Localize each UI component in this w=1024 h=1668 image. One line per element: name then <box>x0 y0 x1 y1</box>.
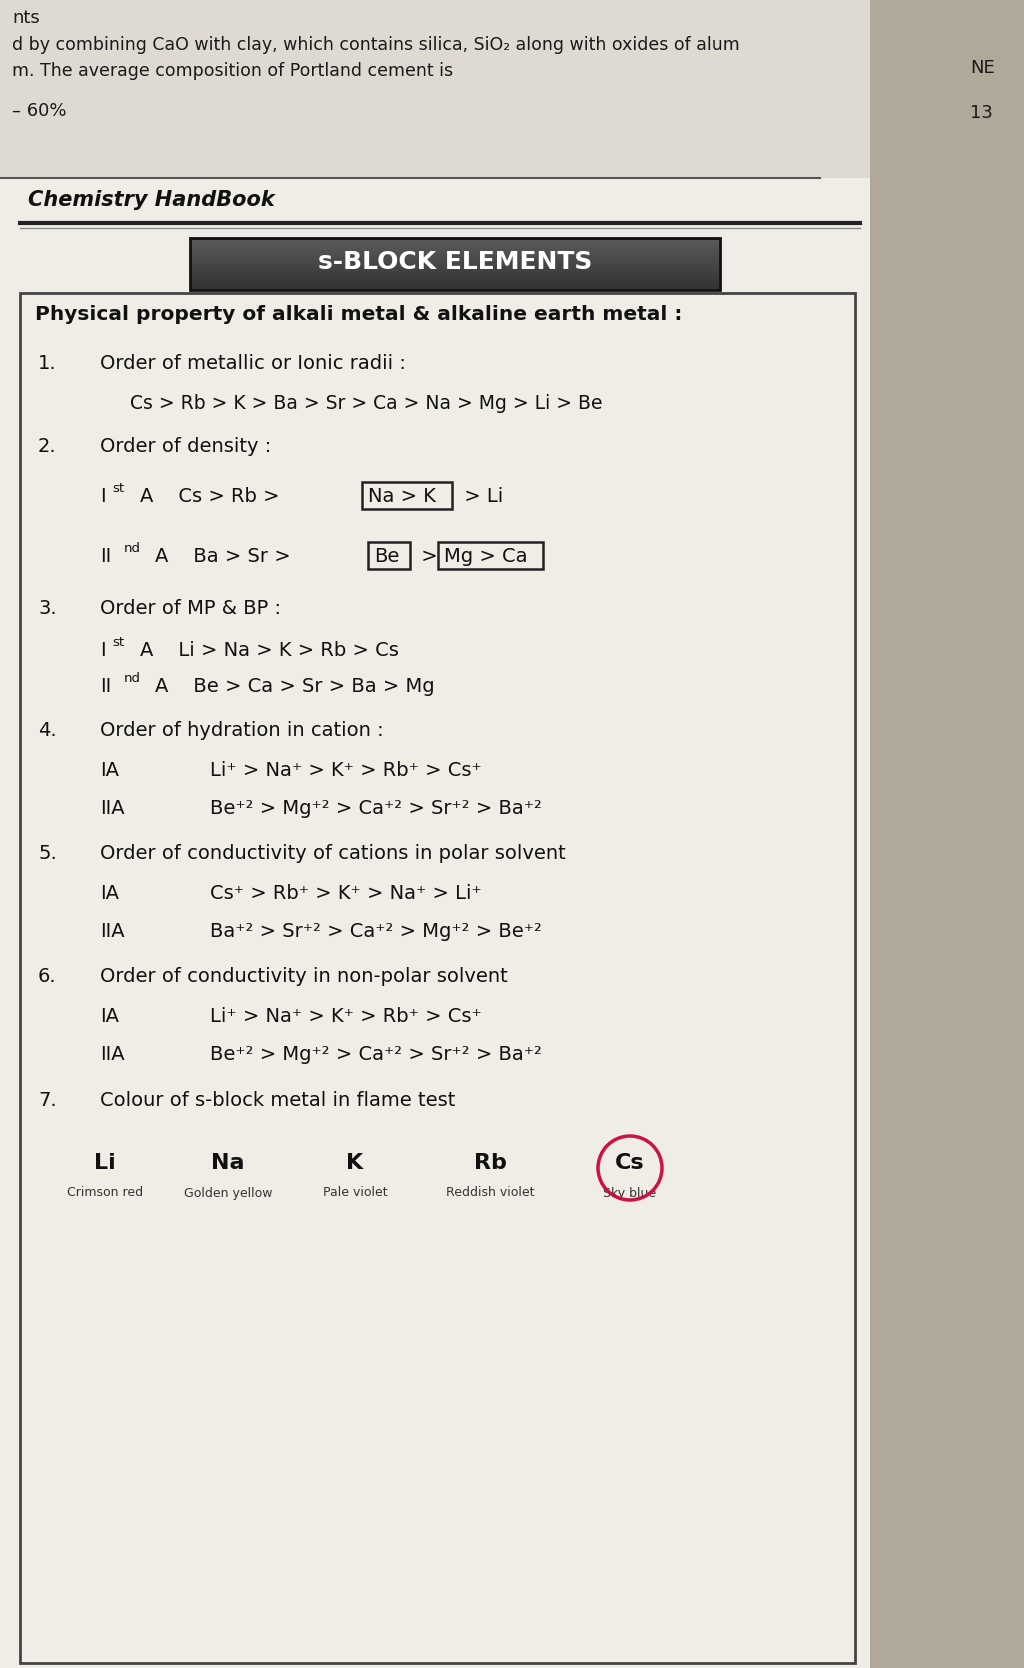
Text: >: > <box>415 547 443 565</box>
Text: 4.: 4. <box>38 721 56 739</box>
Text: 13: 13 <box>970 103 993 122</box>
Text: IA: IA <box>100 884 119 902</box>
Text: II: II <box>100 547 112 565</box>
Text: Mg > Ca: Mg > Ca <box>444 547 527 565</box>
Bar <box>0 178 870 1668</box>
Text: nd: nd <box>124 672 141 684</box>
Text: Order of hydration in cation :: Order of hydration in cation : <box>100 721 384 739</box>
Text: 6.: 6. <box>38 966 56 986</box>
Text: d by combining CaO with clay, which contains silica, SiO₂ along with oxides of a: d by combining CaO with clay, which cont… <box>12 37 739 53</box>
Bar <box>362 482 452 509</box>
Text: Order of density :: Order of density : <box>100 437 271 455</box>
Text: IA: IA <box>100 1006 119 1026</box>
Text: Golden yellow: Golden yellow <box>183 1186 272 1199</box>
Text: Order of conductivity in non-polar solvent: Order of conductivity in non-polar solve… <box>100 966 508 986</box>
Bar <box>0 0 1024 188</box>
Bar <box>870 0 1024 1668</box>
Text: 1.: 1. <box>38 354 56 372</box>
Text: Cs: Cs <box>615 1153 645 1173</box>
Text: Cs⁺ > Rb⁺ > K⁺ > Na⁺ > Li⁺: Cs⁺ > Rb⁺ > K⁺ > Na⁺ > Li⁺ <box>210 884 481 902</box>
Text: A    Be > Ca > Sr > Ba > Mg: A Be > Ca > Sr > Ba > Mg <box>155 677 434 696</box>
Text: Sky blue: Sky blue <box>603 1186 656 1199</box>
Text: Li⁺ > Na⁺ > K⁺ > Rb⁺ > Cs⁺: Li⁺ > Na⁺ > K⁺ > Rb⁺ > Cs⁺ <box>210 761 481 779</box>
Text: II: II <box>100 677 112 696</box>
Bar <box>20 294 855 1663</box>
Text: Cs > Rb > K > Ba > Sr > Ca > Na > Mg > Li > Be: Cs > Rb > K > Ba > Sr > Ca > Na > Mg > L… <box>130 394 602 412</box>
Text: st: st <box>112 636 124 649</box>
Text: Chemistry HandBook: Chemistry HandBook <box>28 190 274 210</box>
Text: Be: Be <box>374 547 399 565</box>
Text: Na: Na <box>211 1153 245 1173</box>
Text: m. The average composition of Portland cement is: m. The average composition of Portland c… <box>12 62 454 80</box>
Text: Order of metallic or Ionic radii :: Order of metallic or Ionic radii : <box>100 354 406 372</box>
Text: A    Ba > Sr >: A Ba > Sr > <box>155 547 297 565</box>
Text: IIA: IIA <box>100 921 125 941</box>
Bar <box>438 542 543 569</box>
Text: Order of conductivity of cations in polar solvent: Order of conductivity of cations in pola… <box>100 844 565 862</box>
Text: Crimson red: Crimson red <box>67 1186 143 1199</box>
Text: Li⁺ > Na⁺ > K⁺ > Rb⁺ > Cs⁺: Li⁺ > Na⁺ > K⁺ > Rb⁺ > Cs⁺ <box>210 1006 481 1026</box>
Text: Order of MP & BP :: Order of MP & BP : <box>100 599 281 617</box>
Text: Colour of s-block metal in flame test: Colour of s-block metal in flame test <box>100 1091 456 1109</box>
Text: – 60%: – 60% <box>12 102 67 120</box>
Text: IA: IA <box>100 761 119 779</box>
Text: Be⁺² > Mg⁺² > Ca⁺² > Sr⁺² > Ba⁺²: Be⁺² > Mg⁺² > Ca⁺² > Sr⁺² > Ba⁺² <box>210 1044 542 1064</box>
Text: st: st <box>112 482 124 494</box>
Text: Na > K: Na > K <box>368 487 436 505</box>
Text: IIA: IIA <box>100 799 125 817</box>
Text: s-BLOCK ELEMENTS: s-BLOCK ELEMENTS <box>317 250 592 274</box>
Text: 2.: 2. <box>38 437 56 455</box>
Text: 5.: 5. <box>38 844 56 862</box>
Text: I: I <box>100 641 105 659</box>
Bar <box>190 239 720 290</box>
Text: NE: NE <box>970 58 994 77</box>
Bar <box>368 542 410 569</box>
Text: A    Cs > Rb >: A Cs > Rb > <box>140 487 286 505</box>
Text: 3.: 3. <box>38 599 56 617</box>
Text: IIA: IIA <box>100 1044 125 1064</box>
Text: nd: nd <box>124 542 141 554</box>
Text: Physical property of alkali metal & alkaline earth metal :: Physical property of alkali metal & alka… <box>35 305 682 324</box>
Text: Ba⁺² > Sr⁺² > Ca⁺² > Mg⁺² > Be⁺²: Ba⁺² > Sr⁺² > Ca⁺² > Mg⁺² > Be⁺² <box>210 921 542 941</box>
Text: A    Li > Na > K > Rb > Cs: A Li > Na > K > Rb > Cs <box>140 641 399 659</box>
Text: Rb: Rb <box>473 1153 507 1173</box>
Text: 7.: 7. <box>38 1091 56 1109</box>
Text: Reddish violet: Reddish violet <box>445 1186 535 1199</box>
Text: nts: nts <box>12 8 40 27</box>
Text: K: K <box>346 1153 364 1173</box>
Text: I: I <box>100 487 105 505</box>
Text: > Li: > Li <box>458 487 503 505</box>
Text: Be⁺² > Mg⁺² > Ca⁺² > Sr⁺² > Ba⁺²: Be⁺² > Mg⁺² > Ca⁺² > Sr⁺² > Ba⁺² <box>210 799 542 817</box>
Text: Pale violet: Pale violet <box>323 1186 387 1199</box>
Text: Li: Li <box>94 1153 116 1173</box>
